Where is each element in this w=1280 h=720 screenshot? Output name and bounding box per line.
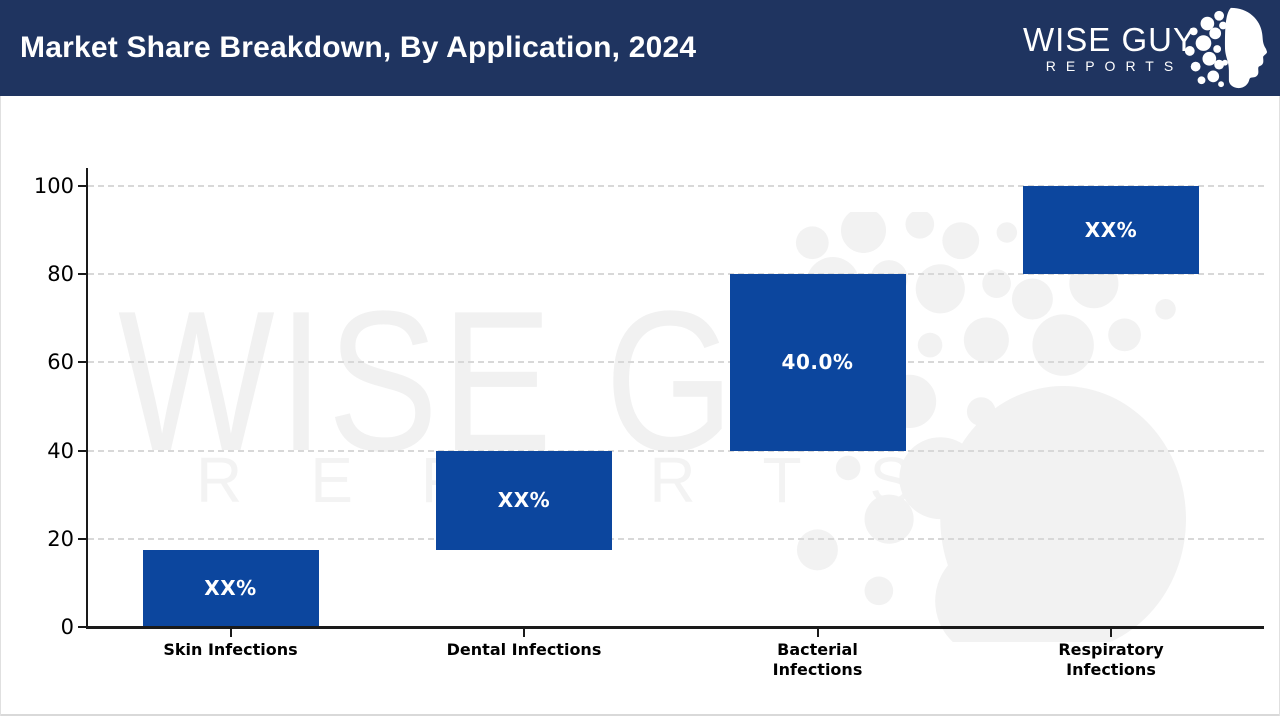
bar-value-label: XX%: [1084, 218, 1138, 243]
bar-value-label: XX%: [204, 576, 257, 601]
dotted-head-profile-icon: [1184, 7, 1268, 89]
header-bar: Market Share Breakdown, By Application, …: [0, 0, 1280, 96]
y-axis-tick-label: 60: [47, 350, 74, 375]
x-axis-category-label: Respiratory Infections: [1058, 640, 1164, 679]
x-axis-category-label: Skin Infections: [163, 640, 298, 659]
bar-respiratory-infections: XX%: [1023, 186, 1199, 275]
x-axis-category-label: Bacterial Infections: [772, 640, 863, 679]
y-axis-tick: [78, 449, 87, 452]
x-axis-tick: [816, 629, 819, 637]
gridline-80: [88, 273, 1264, 276]
bar-value-label: XX%: [497, 488, 551, 513]
y-axis-tick-label: 0: [60, 615, 74, 639]
y-axis-tick: [78, 626, 87, 628]
brand-logo: WISE GUY REPORTS: [1023, 4, 1268, 92]
left-frame-line: [0, 96, 1, 716]
gridline-60: [88, 361, 1264, 364]
bar-bacterial-infections: 40.0%: [729, 274, 906, 451]
bar-dental-infections: XX%: [436, 450, 612, 550]
x-axis-category-label: Dental Infections: [446, 640, 602, 659]
bar-value-label: 40.0%: [781, 350, 854, 375]
x-axis-tick: [523, 629, 525, 637]
y-axis-tick: [78, 185, 87, 187]
y-axis-tick: [78, 537, 87, 540]
y-axis-tick-label: 80: [47, 262, 74, 287]
y-axis-tick-label: 40: [47, 438, 74, 463]
logo-subtext: REPORTS: [1045, 58, 1184, 74]
bar-skin-infections: XX%: [142, 549, 319, 627]
logo-text: WISE GUY REPORTS: [1023, 23, 1196, 73]
y-axis-tick-label: 100: [33, 174, 74, 198]
y-axis-tick: [78, 361, 87, 364]
logo-wordmark: WISE GUY: [1022, 21, 1196, 58]
x-axis-tick: [229, 629, 232, 637]
y-axis-tick: [78, 273, 87, 276]
x-axis-tick: [1110, 629, 1112, 637]
gridline-20: [88, 537, 1264, 540]
y-axis-tick-label: 20: [47, 526, 74, 551]
y-axis-line: [86, 168, 88, 629]
x-axis-line: [86, 626, 1264, 629]
page-title: Market Share Breakdown, By Application, …: [20, 31, 697, 64]
gridline-40: [88, 449, 1264, 452]
bottom-frame-line: [0, 714, 1280, 716]
gridline-100: [88, 185, 1264, 187]
